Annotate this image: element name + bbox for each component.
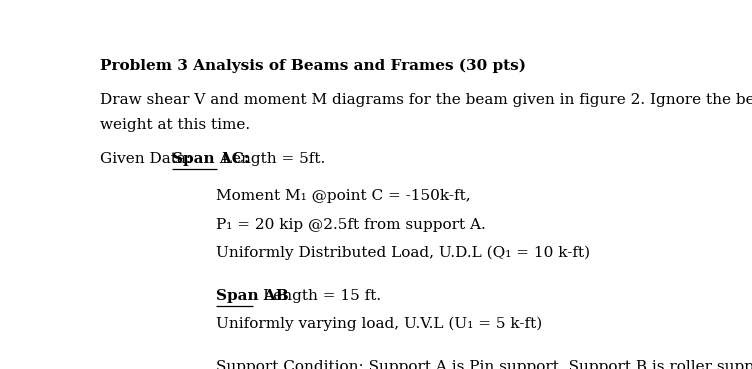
- Text: P₁ = 20 kip @2.5ft from support A.: P₁ = 20 kip @2.5ft from support A.: [217, 218, 486, 232]
- Text: Problem 3 Analysis of Beams and Frames (30 pts): Problem 3 Analysis of Beams and Frames (…: [100, 58, 526, 73]
- Text: Length = 5ft.: Length = 5ft.: [217, 152, 325, 166]
- Text: Given Data:: Given Data:: [100, 152, 196, 166]
- Text: weight at this time.: weight at this time.: [100, 118, 250, 132]
- Text: Support Condition: Support A is Pin support, Support B is roller support.: Support Condition: Support A is Pin supp…: [217, 360, 752, 369]
- Text: Uniformly varying load, U.V.L (U₁ = 5 k-ft): Uniformly varying load, U.V.L (U₁ = 5 k-…: [217, 317, 543, 331]
- Text: Span AC:: Span AC:: [171, 152, 249, 166]
- Text: Span AB: Span AB: [217, 289, 289, 303]
- Text: : Length = 15 ft.: : Length = 15 ft.: [253, 289, 381, 303]
- Text: Moment M₁ @point C = -150k-ft,: Moment M₁ @point C = -150k-ft,: [217, 189, 471, 203]
- Text: Uniformly Distributed Load, U.D.L (Q₁ = 10 k-ft): Uniformly Distributed Load, U.D.L (Q₁ = …: [217, 246, 590, 261]
- Text: Draw shear V and moment M diagrams for the beam given in figure 2. Ignore the be: Draw shear V and moment M diagrams for t…: [100, 93, 752, 107]
